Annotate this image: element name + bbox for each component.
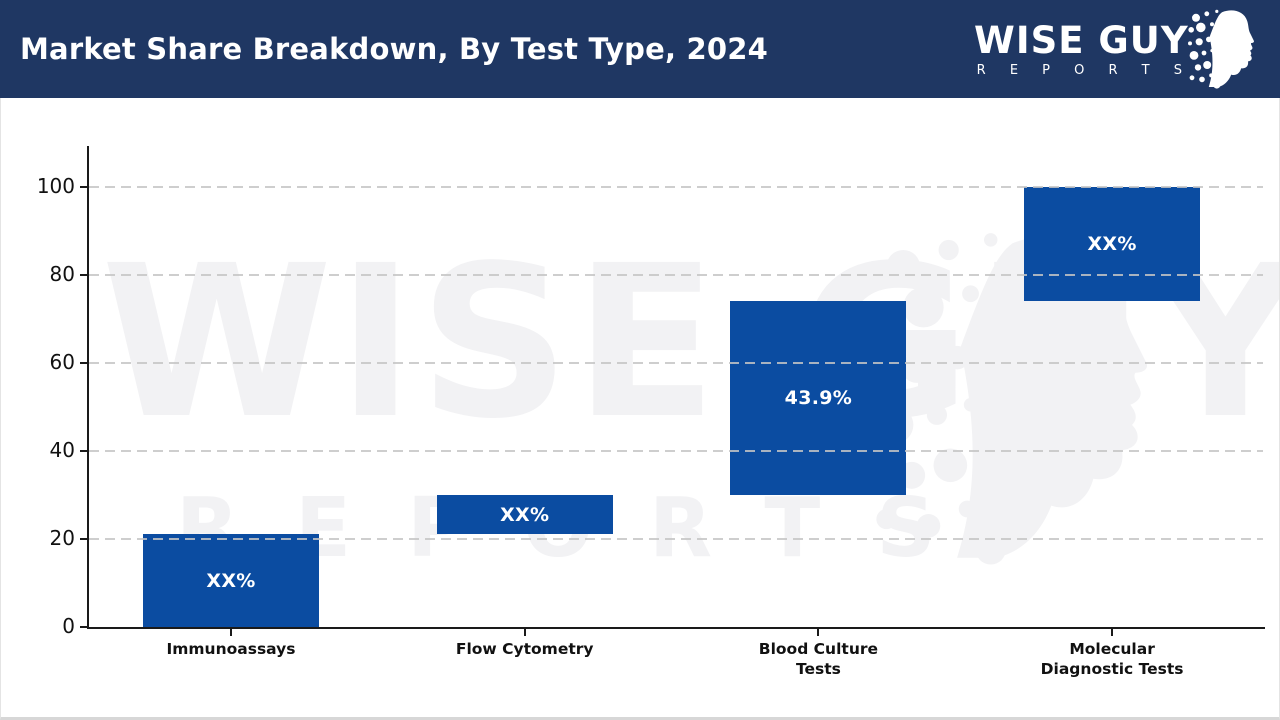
x-category-label: Molecular Diagnostic Tests [1040, 640, 1184, 678]
x-tick-1 [230, 629, 232, 636]
bar-segment-3: 43.9% [730, 301, 907, 495]
gridline-40 [89, 449, 1263, 452]
x-tick-4 [1111, 629, 1114, 636]
chart-title: Market Share Breakdown, By Test Type, 20… [20, 32, 769, 66]
gridline-60 [89, 361, 1263, 364]
y-tick-label: 40 [49, 437, 75, 462]
y-tick-label: 80 [49, 261, 75, 286]
gridline-20 [89, 537, 1263, 540]
header-banner: Market Share Breakdown, By Test Type, 20… [0, 0, 1280, 98]
y-tick-label: 60 [49, 349, 75, 374]
logo-wordmark: WISE GUY [974, 18, 1189, 62]
y-tick-label: 100 [36, 173, 75, 198]
bar-value-label: XX% [1087, 232, 1137, 255]
bar-segment-4: XX% [1024, 186, 1201, 302]
x-tick-3 [817, 629, 820, 636]
wiseguy-logo: WISE GUY R E P O R T S [971, 4, 1270, 94]
y-tick-label: 20 [49, 525, 75, 550]
x-axis-line [87, 627, 1265, 629]
logo-text: WISE GUY R E P O R T S [971, 18, 1192, 78]
bar-value-label: XX% [206, 569, 256, 592]
y-tick-60 [80, 361, 88, 364]
bar-value-label: 43.9% [784, 387, 853, 410]
y-tick-40 [80, 449, 88, 452]
y-tick-0 [80, 626, 88, 628]
y-tick-label: 0 [62, 614, 75, 638]
bar-value-label: XX% [500, 503, 550, 526]
x-tick-2 [523, 629, 526, 636]
y-tick-80 [80, 273, 88, 276]
y-axis-line [87, 146, 89, 629]
logo-face-icon [1188, 9, 1254, 89]
gridline-80 [89, 273, 1263, 276]
logo-subtitle: R E P O R T S [976, 62, 1192, 78]
x-category-label: Flow Cytometry [455, 640, 594, 658]
gridline-100 [89, 185, 1263, 188]
bar-segment-2: XX% [436, 494, 613, 535]
y-tick-100 [80, 185, 88, 188]
x-category-label: Blood Culture Tests [758, 640, 879, 678]
bar-segment-1: XX% [143, 534, 319, 627]
x-category-label: Immunoassays [166, 640, 296, 658]
y-tick-20 [80, 537, 88, 540]
